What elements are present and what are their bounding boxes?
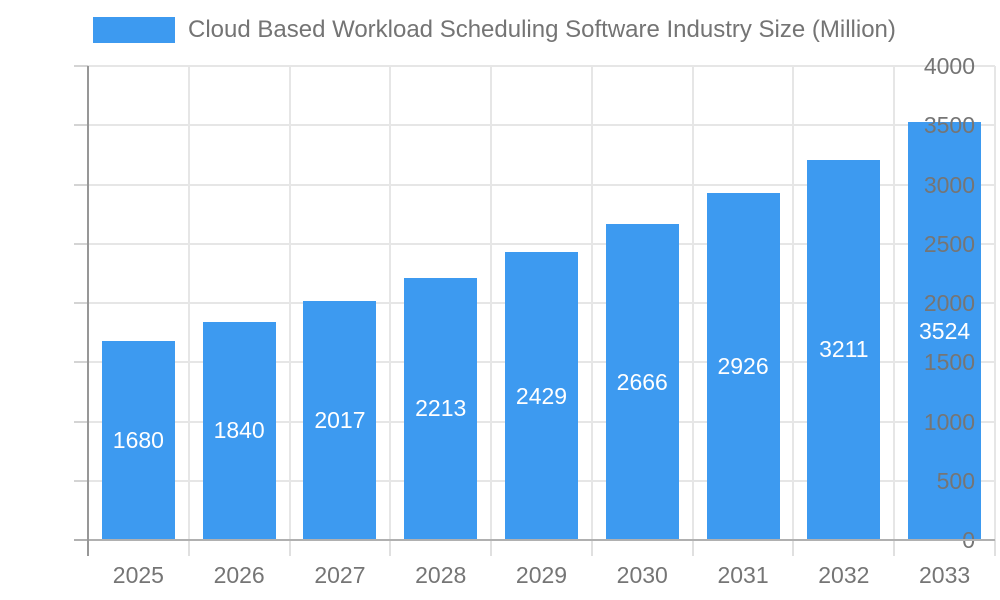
bar-2028[interactable]: 2213: [404, 277, 478, 540]
x-axis-label: 2027: [314, 562, 366, 588]
gridline-horizontal: [88, 183, 995, 186]
gridline-vertical: [389, 66, 392, 540]
y-axis-label: 3500: [923, 112, 975, 139]
gridline-horizontal: [88, 124, 995, 127]
y-axis-tick: [74, 242, 88, 245]
x-axis-label: 2028: [415, 562, 467, 588]
bar-2029[interactable]: 2429: [505, 252, 578, 540]
bar-2031[interactable]: 2926: [706, 193, 780, 540]
y-axis-label: 3000: [923, 171, 975, 198]
gridline-vertical: [691, 66, 694, 540]
gridline-vertical: [288, 66, 291, 540]
bar-2032[interactable]: 3211: [807, 159, 881, 540]
gridline-vertical: [490, 66, 493, 540]
legend[interactable]: Cloud Based Workload Scheduling Software…: [93, 17, 896, 43]
y-axis-tick: [74, 361, 88, 364]
gridline-horizontal: [88, 65, 995, 67]
bar-2026[interactable]: 1840: [202, 321, 276, 540]
x-axis-label: 2032: [818, 562, 870, 588]
bar-value-label: 2429: [515, 382, 568, 409]
x-axis-tick: [288, 540, 291, 556]
x-axis-tick: [994, 540, 996, 556]
y-axis-tick: [74, 65, 88, 67]
y-axis-tick: [74, 124, 88, 127]
x-axis-label: 2025: [112, 562, 164, 588]
bar-2027[interactable]: 2017: [303, 301, 377, 540]
x-axis-tick: [893, 540, 896, 556]
y-axis-line: [87, 66, 89, 556]
y-axis-label: 2000: [923, 290, 975, 316]
bar-value-label: 2017: [314, 407, 366, 433]
y-axis-tick: [74, 420, 88, 423]
bar-value-label: 2926: [717, 353, 769, 380]
bar-value-label: 1680: [112, 426, 164, 453]
legend-swatch[interactable]: [93, 17, 175, 43]
y-axis-label: 2500: [923, 230, 975, 257]
gridline-vertical: [994, 66, 996, 540]
x-axis-label: 2026: [213, 562, 265, 588]
gridline-vertical: [590, 66, 593, 540]
bar-2025[interactable]: 1680: [101, 340, 175, 540]
gridline-horizontal: [88, 242, 995, 245]
x-axis-label: 2031: [717, 562, 769, 588]
y-axis-label: 1500: [923, 349, 975, 376]
gridline-vertical: [187, 66, 190, 540]
x-axis-tick: [792, 540, 795, 556]
bar-value-label: 1840: [213, 417, 265, 444]
x-axis-tick: [691, 540, 694, 556]
bar-2030[interactable]: 2666: [605, 224, 679, 540]
bar-value-label: 2666: [616, 368, 668, 395]
x-axis-tick: [187, 540, 190, 556]
x-axis-tick: [389, 540, 392, 556]
bar-value-label: 3524: [919, 317, 971, 344]
x-axis-tick: [490, 540, 493, 556]
x-axis-label: 2033: [919, 562, 971, 588]
y-axis-tick: [74, 302, 88, 304]
gridline-vertical: [792, 66, 795, 540]
x-axis-label: 2029: [515, 562, 568, 588]
plot-area: 1680184020172213242926662926321135240500…: [74, 53, 996, 588]
y-axis-label: 500: [936, 467, 975, 494]
y-axis-tick: [74, 183, 88, 186]
x-axis-tick: [590, 540, 593, 556]
x-axis-label: 2030: [616, 562, 668, 588]
bar-2033[interactable]: 3524: [908, 122, 982, 540]
legend-label: Cloud Based Workload Scheduling Software…: [188, 16, 896, 43]
y-axis-label: 4000: [923, 53, 975, 79]
bar-value-label: 3211: [819, 336, 869, 363]
bar-value-label: 2213: [415, 395, 467, 422]
x-axis-line: [74, 539, 995, 541]
y-axis-tick: [74, 479, 88, 482]
gridline-vertical: [893, 66, 896, 540]
y-axis-label: 1000: [923, 408, 975, 435]
